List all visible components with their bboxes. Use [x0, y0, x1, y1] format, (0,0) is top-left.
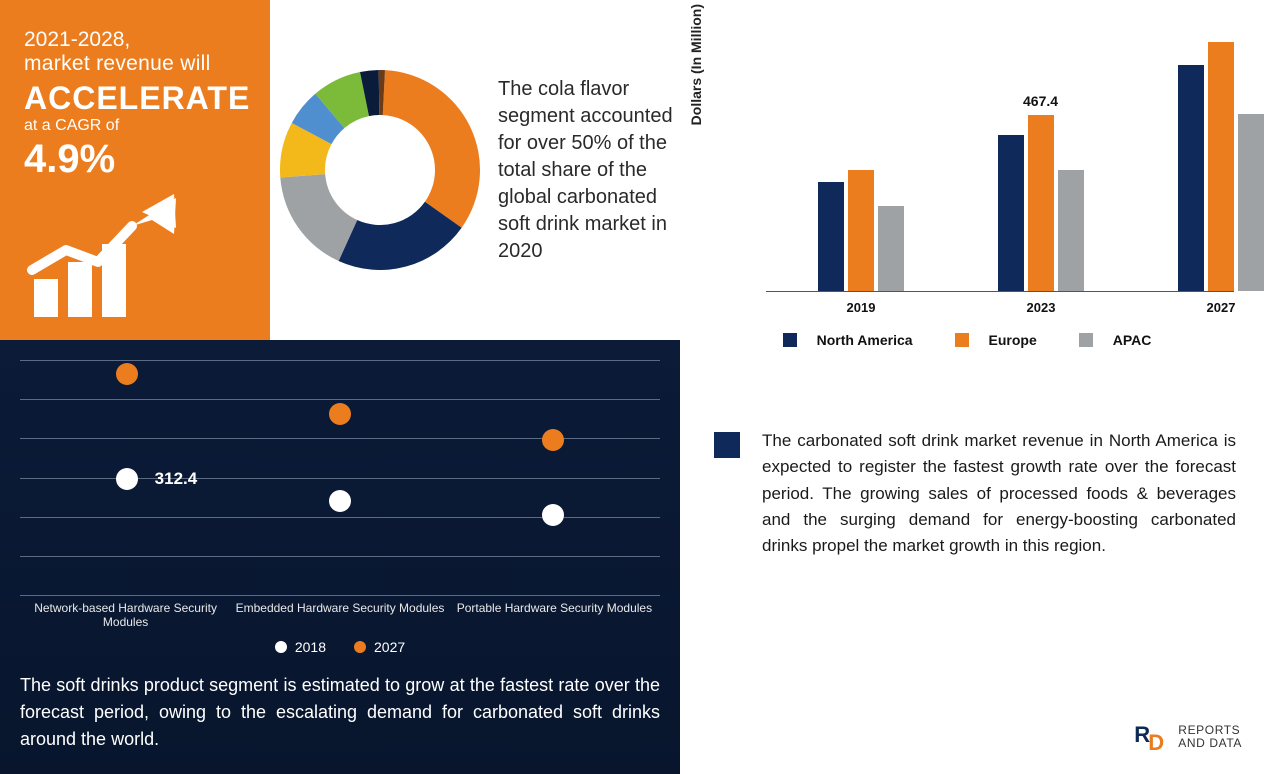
lollipop-category-labels: Network-based Hardware Security ModulesE…	[20, 601, 660, 629]
grid-line	[20, 556, 660, 557]
x-tick-label: 2023	[976, 300, 1106, 315]
bar-group	[796, 170, 926, 291]
bar-group	[1156, 42, 1280, 291]
note-row: The carbonated soft drink market revenue…	[714, 428, 1236, 560]
note-text: The carbonated soft drink market revenue…	[762, 428, 1236, 560]
bar	[818, 182, 844, 291]
brand-logo: RD REPORTS AND DATA	[1134, 722, 1242, 752]
lollipop-dot-2018	[116, 468, 138, 490]
legend-item: 2018	[275, 639, 326, 655]
lollipop-dot-2027	[542, 429, 564, 451]
logo-mark-icon: RD	[1134, 722, 1168, 752]
note-panel: The carbonated soft drink market revenue…	[680, 340, 1280, 774]
donut-caption: The cola flavor segment accounted for ov…	[498, 76, 678, 265]
top-left-panel: 2021-2028, market revenue will ACCELERAT…	[0, 0, 680, 340]
lollipop-chart: 312.4	[20, 360, 660, 595]
bar	[848, 170, 874, 291]
bar	[878, 206, 904, 291]
bar-chart-panel: Dollars (In Million) 201920232027467.4 N…	[680, 0, 1280, 340]
lollipop-dot-2018	[542, 504, 564, 526]
x-tick-label: 2019	[796, 300, 926, 315]
bar-plot-area: 201920232027467.4	[766, 28, 1234, 292]
lollipop-dot-2018	[329, 490, 351, 512]
grouped-bar-chart: Dollars (In Million) 201920232027467.4	[704, 28, 1244, 328]
bar	[1208, 42, 1234, 291]
lollipop-dot-2027	[329, 403, 351, 425]
lollipop-category: Embedded Hardware Security Modules	[234, 601, 445, 629]
lollipop-category: Portable Hardware Security Modules	[449, 601, 660, 629]
donut-chart	[280, 70, 480, 270]
bar	[1178, 65, 1204, 291]
logo-line2: AND DATA	[1178, 737, 1242, 750]
forecast-subline: market revenue will	[24, 52, 250, 76]
lollipop-point-label: 312.4	[155, 469, 198, 489]
cagr-prefix: at a CAGR of	[24, 117, 250, 135]
grid-line	[20, 360, 660, 361]
lollipop-dot-2027	[116, 363, 138, 385]
legend-swatch-icon	[275, 641, 287, 653]
bar-group	[976, 115, 1106, 291]
donut-region: The cola flavor segment accounted for ov…	[270, 0, 702, 340]
accelerate-tile: 2021-2028, market revenue will ACCELERAT…	[0, 0, 270, 340]
y-axis-label: Dollars (In Million)	[688, 4, 704, 125]
bar	[1058, 170, 1084, 291]
lollipop-category: Network-based Hardware Security Modules	[20, 601, 231, 629]
legend-label: 2018	[295, 639, 326, 655]
lollipop-caption: The soft drinks product segment is estim…	[20, 672, 660, 753]
note-square-icon	[714, 432, 740, 458]
cagr-rate: 4.9%	[24, 137, 250, 182]
bar	[998, 135, 1024, 292]
grid-line	[20, 595, 660, 596]
bar	[1028, 115, 1054, 291]
infographic-root: 2021-2028, market revenue will ACCELERAT…	[0, 0, 1280, 774]
grid-line	[20, 399, 660, 400]
bar	[1238, 114, 1264, 291]
legend-swatch-icon	[354, 641, 366, 653]
donut-slice	[383, 70, 480, 228]
forecast-years: 2021-2028,	[24, 28, 250, 52]
legend-item: 2027	[354, 639, 405, 655]
logo-text: REPORTS AND DATA	[1178, 724, 1242, 750]
lollipop-legend: 2018 2027	[20, 639, 660, 656]
growth-arrow-icon	[24, 194, 250, 329]
lollipop-panel: 312.4 Network-based Hardware Security Mo…	[0, 340, 680, 774]
x-tick-label: 2027	[1156, 300, 1280, 315]
legend-label: 2027	[374, 639, 405, 655]
accelerate-word: ACCELERATE	[24, 80, 250, 117]
bar-callout-label: 467.4	[1023, 93, 1058, 109]
